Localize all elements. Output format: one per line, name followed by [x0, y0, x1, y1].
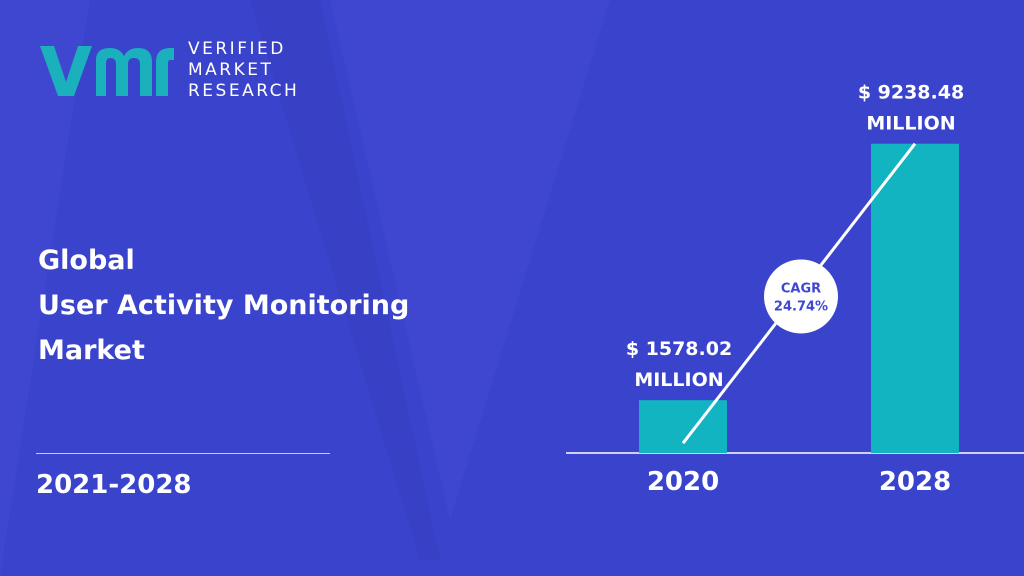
brand-name: VERIFIED MARKET RESEARCH	[188, 39, 299, 102]
title-divider	[36, 453, 330, 454]
vmr-logo-icon	[40, 46, 174, 96]
title-line-3: Market	[38, 335, 145, 366]
cagr-badge	[764, 259, 838, 334]
market-title: Global User Activity Monitoring Market	[38, 238, 409, 373]
value-label-unit-2028: MILLION	[866, 113, 955, 135]
brand-logo: VERIFIED MARKET RESEARCH	[36, 38, 299, 102]
brand-line-2: MARKET	[188, 59, 274, 80]
cagr-value: 24.74%	[774, 299, 828, 314]
bar-2020	[639, 400, 727, 453]
title-line-2: User Activity Monitoring	[38, 290, 410, 321]
x-tick-label-2020: 2020	[647, 467, 719, 497]
title-line-1: Global	[38, 245, 135, 276]
value-label-amount-2028: $ 9238.48	[858, 82, 964, 104]
forecast-period: 2021-2028	[36, 470, 192, 500]
brand-line-3: RESEARCH	[188, 80, 300, 101]
cagr-label: CAGR	[781, 281, 821, 296]
brand-line-1: VERIFIED	[188, 38, 286, 59]
value-label-amount-2020: $ 1578.02	[626, 338, 732, 360]
x-tick-label-2028: 2028	[879, 467, 951, 497]
bar-2028	[871, 143, 959, 453]
value-label-unit-2020: MILLION	[634, 369, 723, 391]
